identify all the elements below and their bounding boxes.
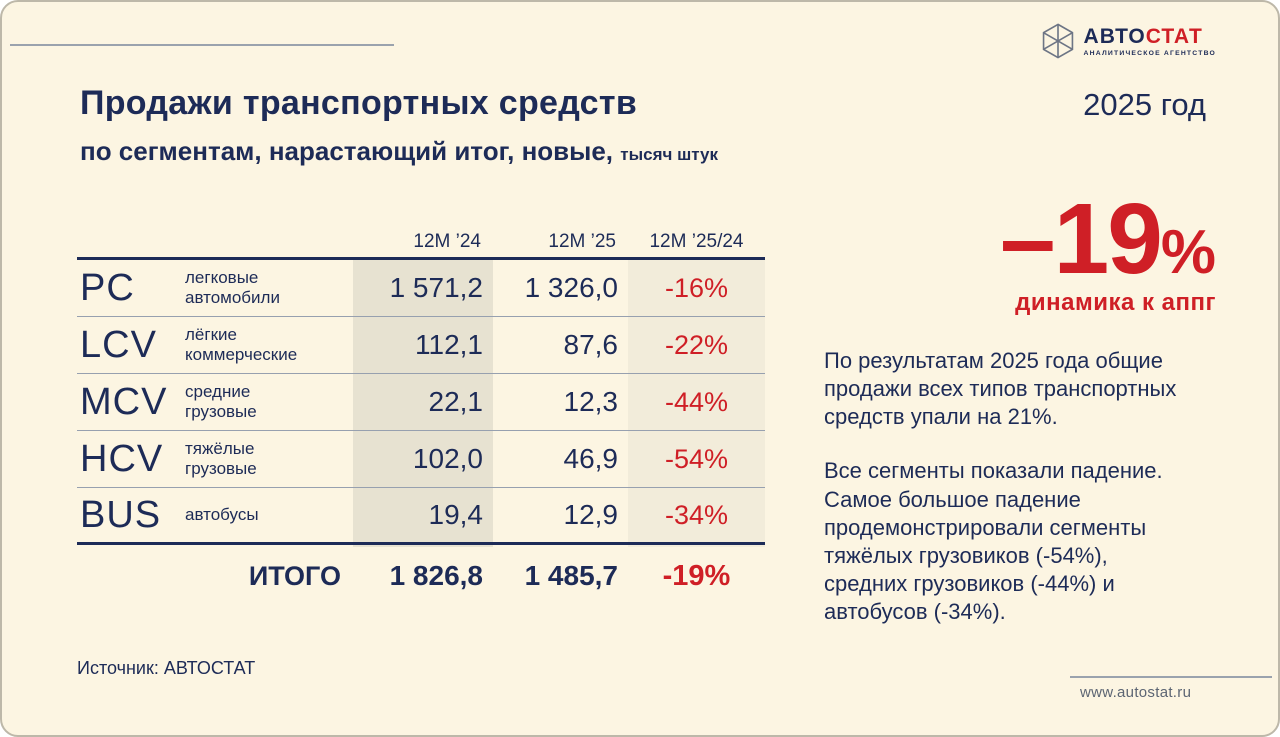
top-left-rule — [10, 44, 394, 46]
value-12m25: 87,6 — [563, 329, 619, 360]
segment-code: PC — [80, 266, 135, 309]
table-row-mcv: MCV средние грузовые 22,1 12,3 -44% — [77, 374, 765, 431]
footer: www.autostat.ru — [1070, 676, 1272, 701]
segment-code: MCV — [80, 380, 168, 423]
value-12m25: 12,9 — [563, 499, 619, 530]
value-delta: -44% — [664, 386, 729, 417]
column-header-12m24: 12M ’24 — [413, 230, 481, 252]
headline-percent: –19% — [824, 189, 1216, 289]
sales-table: 12M ’24 12M ’25 12M ’25/24 PC легковые ав… — [77, 226, 765, 607]
commentary-panel: –19% динамика к аппг По результатам 2025… — [824, 189, 1216, 626]
commentary-paragraph-1: По результатам 2025 года общие продажи в… — [824, 348, 1177, 430]
value-delta: -22% — [664, 329, 729, 360]
total-12m25: 1 485,7 — [524, 560, 618, 591]
logo-name-primary: АВТО — [1083, 24, 1146, 48]
value-12m24: 19,4 — [428, 499, 484, 530]
page-title: Продажи транспортных средств — [80, 84, 638, 122]
column-band-delta — [628, 260, 765, 547]
column-header-12m25: 12M ’25 — [548, 230, 616, 252]
column-band-12m24 — [353, 260, 493, 547]
autostat-logo: АВТОСТАТ АНАЛИТИЧЕСКОЕ АГЕНТСТВО — [1039, 22, 1216, 60]
table-row-lcv: LCV лёгкие коммерческие 112,1 87,6 -22% — [77, 317, 765, 374]
segment-label: легковые автомобили — [185, 268, 280, 307]
table-row-pc: PC легковые автомобили 1 571,2 1 326,0 -1… — [77, 260, 765, 317]
value-12m24: 1 571,2 — [389, 272, 483, 303]
headline-percent-sign: % — [1160, 218, 1216, 287]
footer-rule — [1070, 676, 1272, 678]
table-row-hcv: HCV тяжёлые грузовые 102,0 46,9 -54% — [77, 431, 765, 488]
value-12m24: 102,0 — [412, 443, 483, 474]
segment-code: LCV — [80, 323, 157, 366]
subtitle-unit: тысяч штук — [620, 145, 718, 164]
total-delta: -19% — [662, 559, 731, 592]
value-12m25: 46,9 — [563, 443, 619, 474]
value-delta: -16% — [664, 272, 729, 303]
logo-name: АВТОСТАТ — [1084, 26, 1216, 47]
logo-text: АВТОСТАТ АНАЛИТИЧЕСКОЕ АГЕНТСТВО — [1084, 26, 1216, 57]
segment-label: тяжёлые грузовые — [185, 439, 257, 478]
segment-label: автобусы — [185, 505, 259, 525]
value-12m25: 1 326,0 — [524, 272, 618, 303]
value-delta: -34% — [664, 499, 729, 530]
headline-number: –19 — [1000, 183, 1163, 295]
total-label: ИТОГО — [248, 560, 341, 591]
value-12m24: 112,1 — [415, 329, 483, 360]
value-12m24: 22,1 — [428, 386, 484, 417]
wheel-hexagon-icon — [1039, 22, 1077, 60]
subtitle-text: по сегментам, нарастающий итог, новые, — [80, 136, 614, 166]
column-header-delta: 12M ’25/24 — [649, 230, 744, 252]
website-link[interactable]: www.autostat.ru — [1080, 684, 1192, 701]
segment-label: лёгкие коммерческие — [185, 325, 298, 364]
total-12m24: 1 826,8 — [389, 560, 483, 591]
value-12m25: 12,3 — [563, 386, 619, 417]
table-total-row: ИТОГО 1 826,8 1 485,7 -19% — [77, 545, 765, 607]
page-subtitle: по сегментам, нарастающий итог, новые, т… — [80, 136, 718, 167]
year-label: 2025 год — [1083, 87, 1206, 122]
segment-code: HCV — [80, 437, 164, 480]
value-delta: -54% — [664, 443, 729, 474]
segment-label: средние грузовые — [185, 382, 257, 421]
source-note: Источник: АВТОСТАТ — [77, 658, 256, 678]
logo-name-accent: СТАТ — [1145, 24, 1203, 48]
table-header-row: 12M ’24 12M ’25 12M ’25/24 — [77, 226, 765, 260]
headline-caption: динамика к аппг — [1015, 289, 1216, 316]
logo-tagline: АНАЛИТИЧЕСКОЕ АГЕНТСТВО — [1083, 49, 1216, 57]
table-row-bus: BUS автобусы 19,4 12,9 -34% — [77, 488, 765, 545]
segment-code: BUS — [80, 493, 162, 536]
commentary-paragraph-2: Все сегменты показали падение. Самое бол… — [824, 458, 1163, 625]
